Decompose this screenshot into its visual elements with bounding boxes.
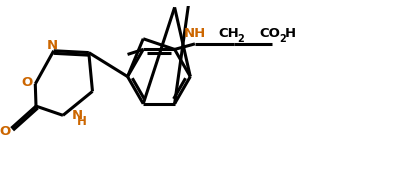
Text: H: H	[77, 115, 87, 129]
Text: 2: 2	[279, 33, 286, 43]
Text: N: N	[46, 39, 58, 52]
Text: H: H	[285, 27, 296, 40]
Text: O: O	[0, 125, 10, 138]
Text: N: N	[72, 109, 83, 122]
Text: CH: CH	[219, 27, 240, 40]
Text: 2: 2	[237, 33, 244, 43]
Text: NH: NH	[184, 27, 206, 40]
Text: CO: CO	[259, 27, 280, 40]
Text: O: O	[21, 76, 33, 89]
